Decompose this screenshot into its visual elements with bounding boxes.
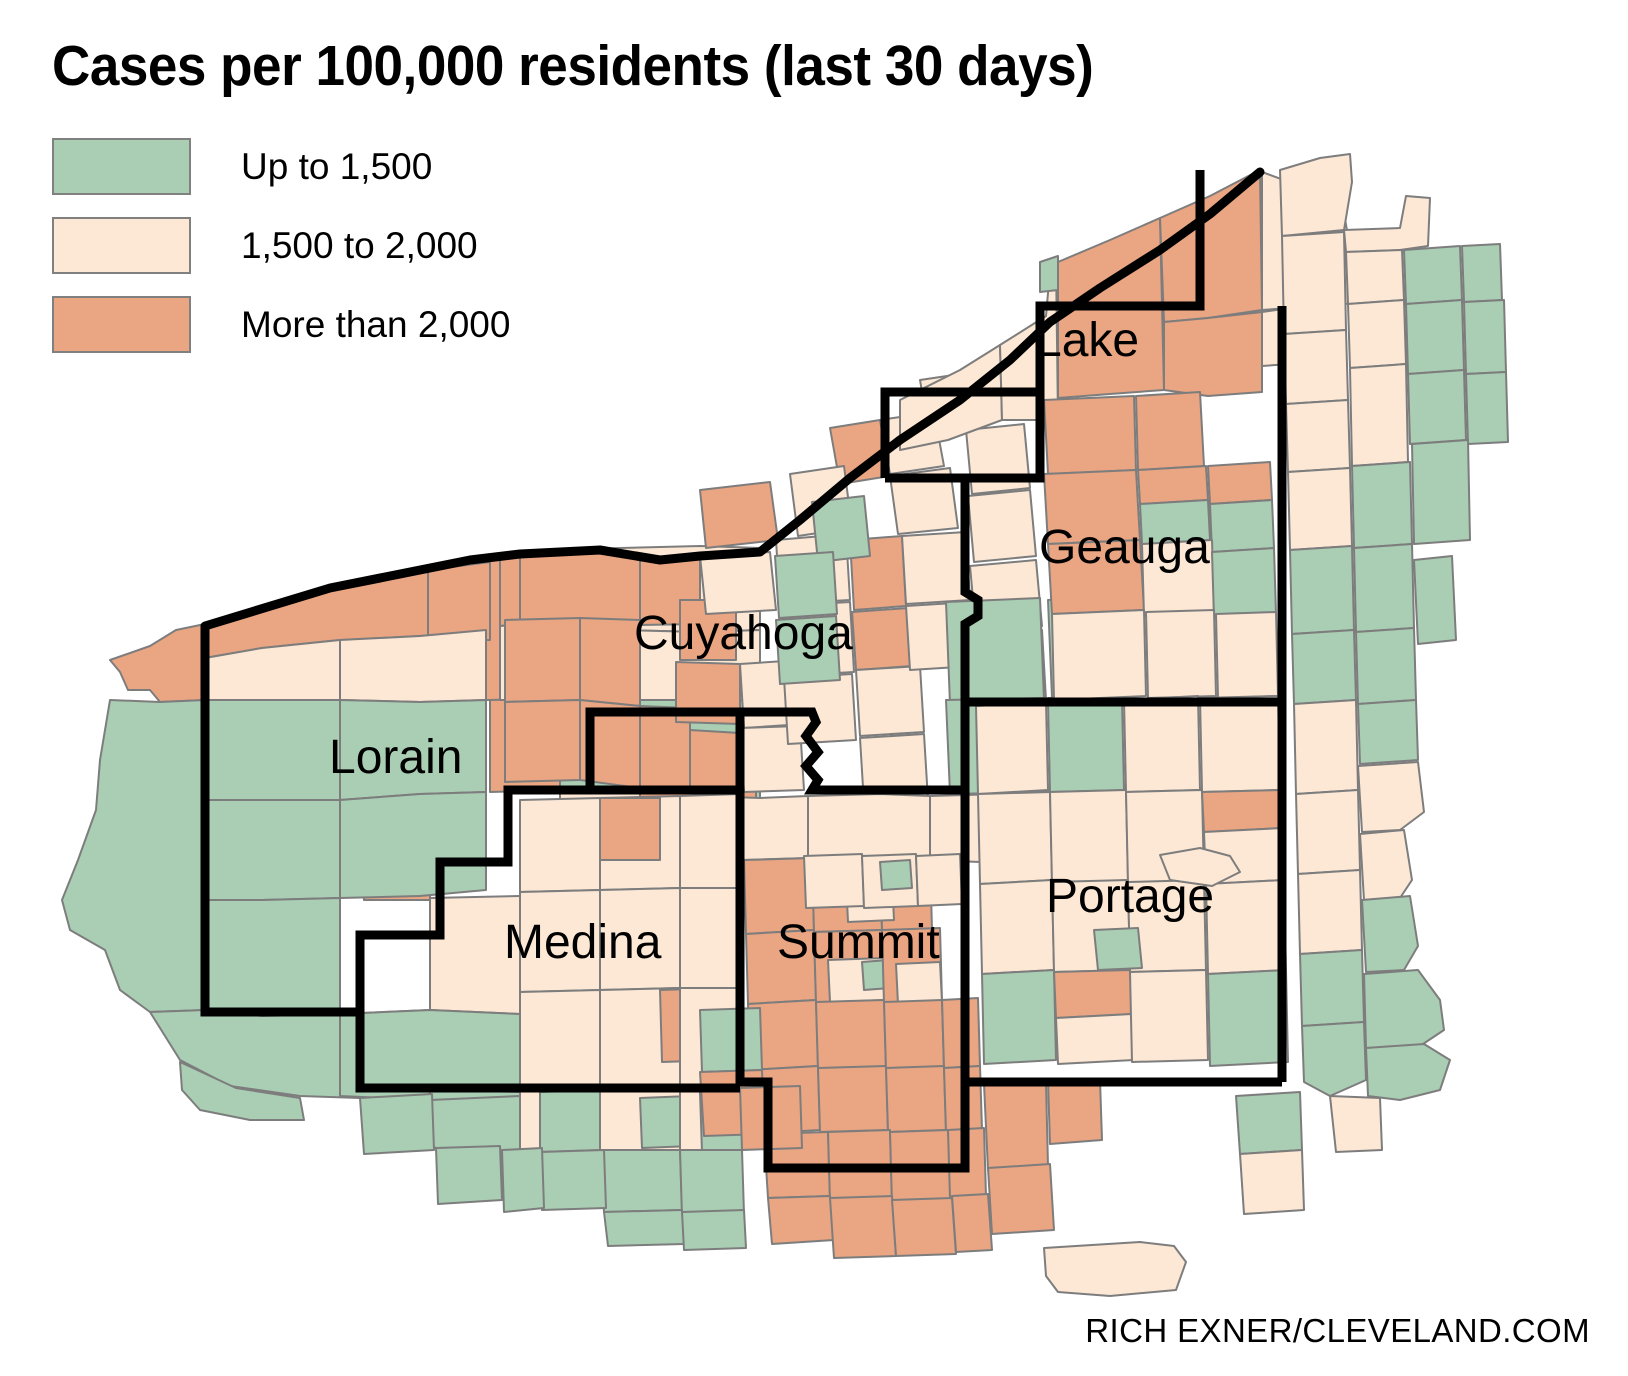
- county-border-cuyahoga: [508, 707, 965, 795]
- county-border-medina-north: [360, 790, 513, 940]
- county-border-lake-cuyahoga: [885, 392, 1045, 483]
- legend-swatch-mid: [52, 217, 191, 274]
- county-label-lorain: Lorain: [329, 731, 462, 784]
- county-border-medina: [355, 1012, 740, 1093]
- county-border-lake-south: [880, 170, 1205, 440]
- legend-label-low: Up to 1,500: [241, 146, 433, 187]
- legend-label-mid: 1,500 to 2,000: [241, 225, 478, 266]
- county-label-geauga: Geauga: [1039, 521, 1210, 574]
- page-title: Cases per 100,000 residents (last 30 day…: [52, 34, 1094, 98]
- county-label-portage: Portage: [1046, 870, 1214, 923]
- county-border-cuyahoga-east: [960, 478, 983, 790]
- legend-item-low: Up to 1,500: [52, 138, 552, 195]
- legend-item-high: More than 2,000: [52, 296, 552, 353]
- county-label-lake: Lake: [1035, 314, 1139, 367]
- legend-swatch-high: [52, 296, 191, 353]
- county-label-summit: Summit: [777, 916, 940, 969]
- legend-swatch-low: [52, 138, 191, 195]
- legend: Up to 1,500 1,500 to 2,000 More than 2,0…: [52, 138, 552, 375]
- county-portage: [975, 695, 1289, 1067]
- region-south: [179, 1061, 1187, 1297]
- region-east: [1235, 153, 1509, 1215]
- county-geauga: [1043, 391, 1279, 701]
- legend-item-mid: 1,500 to 2,000: [52, 217, 552, 274]
- legend-label-high: More than 2,000: [241, 304, 511, 345]
- credit-line: RICH EXNER/CLEVELAND.COM: [1085, 1312, 1590, 1349]
- county-label-medina: Medina: [504, 916, 662, 969]
- county-border-summit: [735, 790, 970, 1173]
- county-label-cuyahoga: Cuyahoga: [634, 607, 853, 660]
- lake-erie-shoreline: [200, 167, 1265, 631]
